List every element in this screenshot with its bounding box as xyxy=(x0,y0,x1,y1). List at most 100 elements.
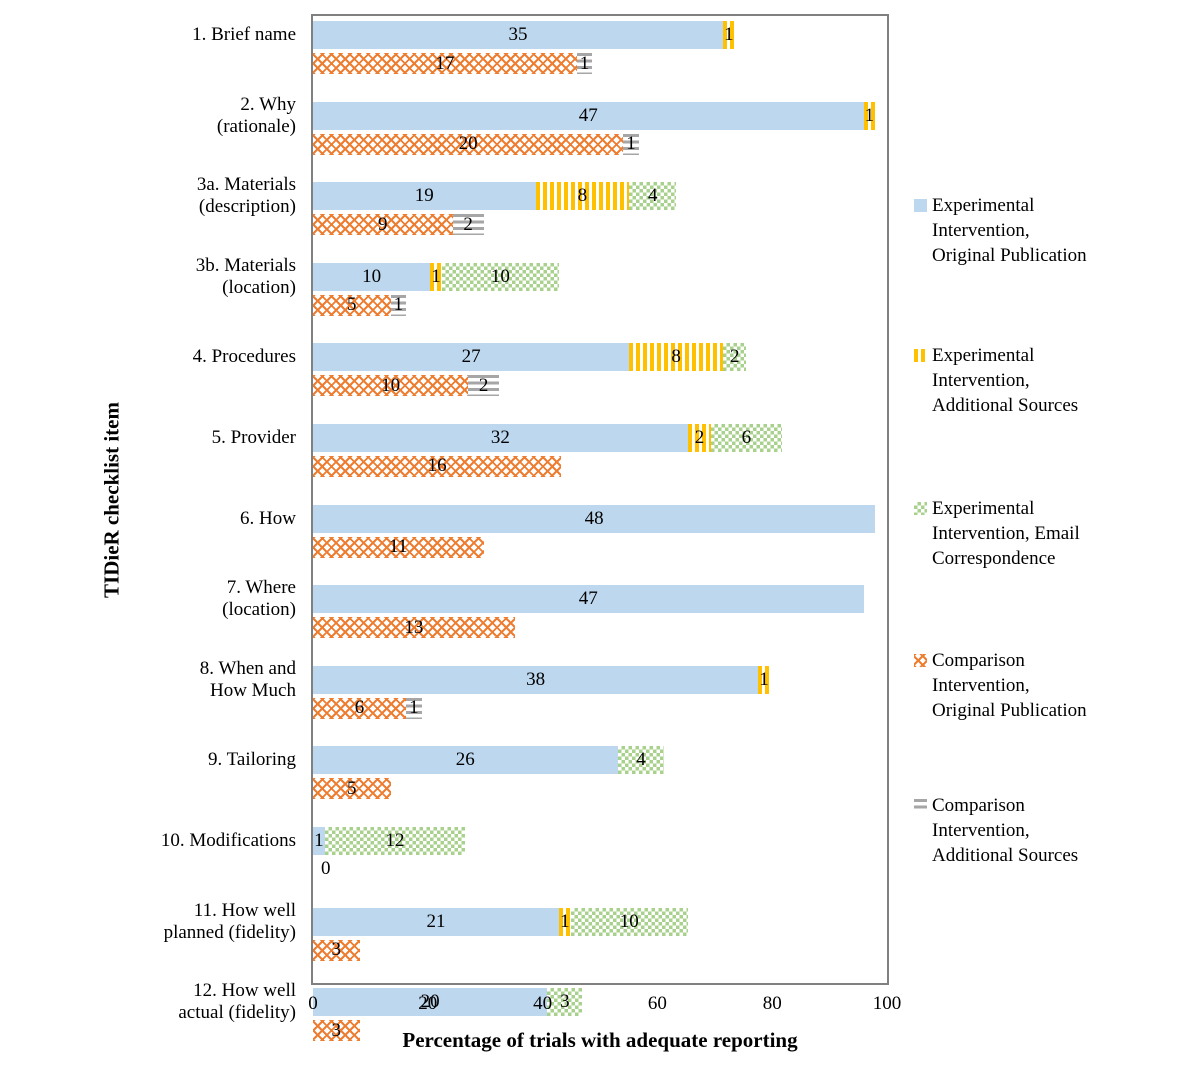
bar-segment-comp_original: 3 xyxy=(313,939,360,961)
bar-segment-value: 1 xyxy=(393,294,404,316)
bar-group: 19 8 4 9 2 xyxy=(313,177,887,258)
bar-segment-value: 38 xyxy=(526,668,546,690)
bar-group: 47 13 xyxy=(313,580,887,661)
bar-segment-value: 20 xyxy=(420,991,440,1013)
bar-segment-value: 26 xyxy=(455,749,475,771)
bar-segment-exp_additional: 1 xyxy=(559,907,571,936)
category-label: 5. Provider xyxy=(211,427,296,448)
category-label: 3a. Materials (description) xyxy=(196,174,296,218)
comparison-bar: 10 2 xyxy=(313,374,887,397)
bar-segment-exp_original: 19 xyxy=(313,182,536,211)
experimental-bar: 27 8 2 xyxy=(313,343,887,372)
y-axis-labels: 1. Brief name 2. Why (rationale) 3a. Mater… xyxy=(0,0,296,1023)
bar-group: 47 1 20 1 xyxy=(313,97,887,178)
bar-segment-exp_email: 12 xyxy=(324,826,466,855)
bar-segment-value: 1 xyxy=(560,910,570,932)
bar-segment-value: 17 xyxy=(435,52,455,74)
category-label: 4. Procedures xyxy=(192,346,296,368)
bar-segment-exp_email: 4 xyxy=(629,182,677,211)
legend-item-experimental-email: Experimental Intervention, Email Corresp… xyxy=(914,496,1092,571)
bar-segment-exp_original: 35 xyxy=(313,21,723,49)
legend-item-comparison-additional: Comparison Intervention, Additional Sour… xyxy=(914,793,1092,868)
legend: Experimental Intervention, Original Publ… xyxy=(914,0,1124,1000)
bar-segment-value: 1 xyxy=(314,830,324,852)
comparison-bar: 17 1 xyxy=(313,53,887,74)
bar-segment-comp_original: 6 xyxy=(313,697,407,719)
bar-segment-exp_email: 10 xyxy=(441,262,559,291)
experimental-bar: 19 8 4 xyxy=(313,182,887,211)
legend-item-label: Comparison Intervention, Additional Sour… xyxy=(932,795,1079,866)
category-label: 7. Where (location) xyxy=(222,577,296,621)
bar-segment-exp_additional: 1 xyxy=(430,262,442,291)
bar-segment-comp_original: 9 xyxy=(313,213,453,236)
bar-segment-value: 12 xyxy=(385,830,405,852)
bar-segment-comp_original: 3 xyxy=(313,1020,360,1042)
bar-segment-comp_original: 13 xyxy=(313,617,515,639)
gray-stripes-swatch-icon xyxy=(914,799,927,812)
bar-segment-value: 9 xyxy=(378,213,388,235)
bar-segment-exp_additional: 2 xyxy=(687,423,712,452)
bar-segment-value: 47 xyxy=(578,588,598,610)
bar-segment-comp_additional: 1 xyxy=(623,133,639,155)
bar-segment-comp_additional: 2 xyxy=(452,214,484,236)
bar-segment-value: 21 xyxy=(426,910,446,932)
category-label: 2. Why (rationale) xyxy=(216,93,296,137)
plot-area: 35 1 17 1 47 1 20 1 19 8 4 9 2 10 1 10 5 1 27 8 2 10 2 32 2 6 16 48… xyxy=(311,14,889,1042)
category-label: 11. How well planned (fidelity) xyxy=(163,899,296,943)
legend-item-label: Experimental Intervention, Additional So… xyxy=(932,345,1079,416)
bar-segment-exp_original: 20 xyxy=(313,988,548,1017)
bar-segment-comp_original: 17 xyxy=(313,53,577,74)
bar-segment-comp_original: 5 xyxy=(313,294,391,316)
experimental-bar: 48 xyxy=(313,504,887,533)
bar-segment-value: 47 xyxy=(578,104,598,126)
x-axis-title: Percentage of trials with adequate repor… xyxy=(402,1028,798,1052)
bar-segment-value: 3 xyxy=(560,991,570,1013)
bar-segment-value: 10 xyxy=(381,374,401,396)
x-tick-label: 0 xyxy=(308,993,318,1014)
bar-segment-value: 10 xyxy=(490,265,510,287)
comparison-bar: 3 xyxy=(313,939,887,961)
experimental-bar: 47 xyxy=(313,585,887,614)
comparison-bar: 13 xyxy=(313,617,887,639)
bar-group: 20 3 3 xyxy=(313,983,887,1064)
bar-segment-exp_original: 26 xyxy=(313,746,618,775)
bar-segment-comp_additional: 2 xyxy=(468,374,500,397)
bar-segment-value: 10 xyxy=(619,910,639,932)
bar-segment-exp_original: 21 xyxy=(313,907,559,936)
bar-segment-value: 2 xyxy=(729,346,740,368)
bar-group: 27 8 2 10 2 xyxy=(313,338,887,419)
bar-segment-value: 3 xyxy=(331,939,342,961)
bar-segment-value: 5 xyxy=(347,294,357,316)
bar-segment-value: 20 xyxy=(458,133,478,155)
bar-segment-exp_additional: 1 xyxy=(758,665,770,694)
experimental-bar: 32 2 6 xyxy=(313,423,887,452)
bar-segment-exp_original: 47 xyxy=(313,101,864,130)
category-label: 9. Tailoring xyxy=(207,749,296,771)
x-tick-label: 40 xyxy=(533,993,553,1014)
experimental-bar: 21 1 10 xyxy=(313,907,887,936)
bar-segment-value: 1 xyxy=(759,668,769,690)
bar-segment-comp_original: 5 xyxy=(313,778,391,800)
bar-segment-value: 6 xyxy=(741,427,752,449)
legend-item-label: Comparison Intervention, Original Public… xyxy=(932,650,1087,721)
experimental-bar: 26 4 xyxy=(313,746,887,775)
category-label: 8. When and How Much xyxy=(199,657,296,701)
x-axis-ticks: 0 20 40 60 80 100 xyxy=(0,993,1200,1017)
legend-item-label: Experimental Intervention, Email Corresp… xyxy=(932,498,1080,569)
experimental-bar: 1 12 xyxy=(313,826,887,855)
experimental-bar: 35 1 xyxy=(313,21,887,49)
comparison-bar: 3 xyxy=(313,1020,887,1042)
bar-segment-value: 4 xyxy=(647,185,658,207)
category-label: 12. How well actual (fidelity) xyxy=(178,980,296,1024)
bar-segment-value: 2 xyxy=(478,374,489,396)
bar-segment-exp_email: 2 xyxy=(722,343,747,372)
bar-group: 26 4 5 xyxy=(313,741,887,822)
bar-segment-comp_additional: 1 xyxy=(390,294,407,316)
green-checker-swatch-icon xyxy=(914,502,927,515)
bar-segment-exp_additional: 1 xyxy=(863,101,876,130)
bar-segment-value: 16 xyxy=(427,455,447,477)
bar-segment-exp_additional: 8 xyxy=(629,343,723,372)
bar-segment-value: 6 xyxy=(354,697,365,719)
experimental-bar: 10 1 10 xyxy=(313,262,887,291)
